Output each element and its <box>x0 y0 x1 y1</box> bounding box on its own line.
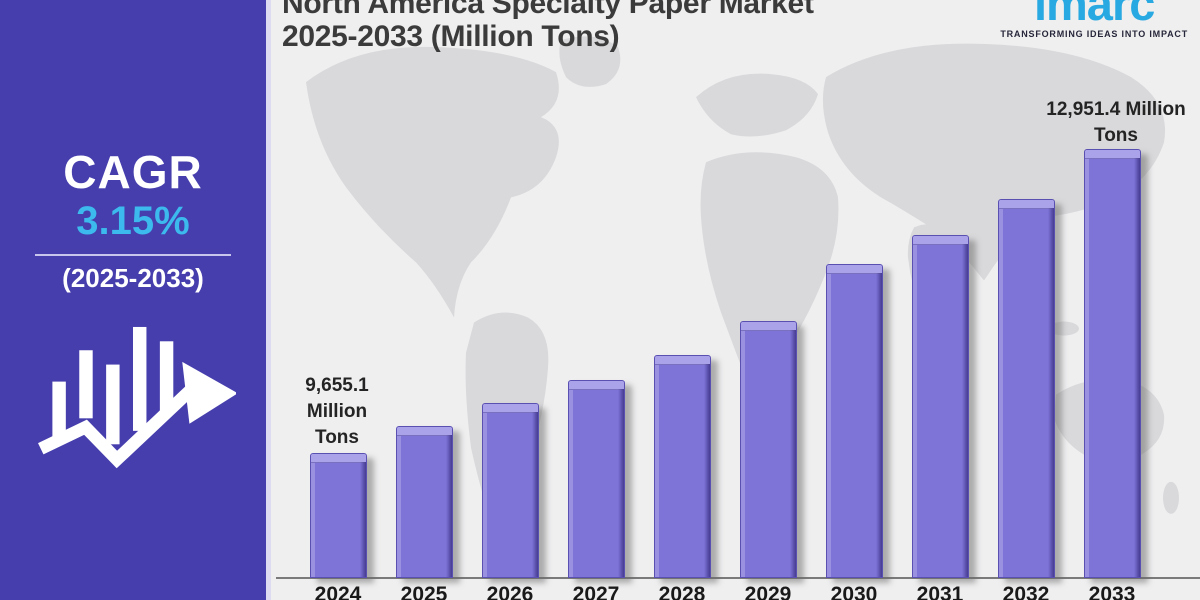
imarc-logo-text: imarc <box>1033 0 1155 30</box>
x-tick-2031: 2031 <box>916 583 964 600</box>
bar-2028 <box>653 354 711 578</box>
chart-area: North America Specialty Paper Market 2025… <box>266 0 1200 600</box>
bar-2031 <box>911 234 969 578</box>
plot-area: 9,655.1 Million Tons 12,951.4 Million To… <box>266 0 1200 600</box>
x-tick-2028: 2028 <box>658 583 706 600</box>
chart-title: North America Specialty Paper Market 2025… <box>282 0 1002 53</box>
bar-2030 <box>825 264 883 578</box>
cagr-value: 3.15% <box>76 199 190 244</box>
imarc-logo: imarc TRANSFORMING IDEAS INTO IMPACT <box>1000 0 1188 39</box>
bar-2024 <box>309 453 367 578</box>
x-tick-2029: 2029 <box>744 583 792 600</box>
x-tick-2033: 2033 <box>1088 583 1136 600</box>
x-tick-2030: 2030 <box>830 583 878 600</box>
chart-title-line2: 2025-2033 (Million Tons) <box>282 20 620 53</box>
x-tick-2032: 2032 <box>1002 583 1050 600</box>
imarc-logo-tagline: TRANSFORMING IDEAS INTO IMPACT <box>1000 29 1188 39</box>
panel-divider <box>266 0 271 600</box>
growth-chart-icon <box>38 326 236 468</box>
bar-2033 <box>1083 149 1141 578</box>
bar-2027 <box>567 379 625 578</box>
x-tick-2027: 2027 <box>572 583 620 600</box>
cagr-label: CAGR <box>63 146 203 198</box>
chart-title-line1: North America Specialty Paper Market <box>282 0 814 20</box>
cagr-divider <box>35 254 231 257</box>
x-tick-2026: 2026 <box>486 583 534 600</box>
x-tick-2025: 2025 <box>400 583 448 600</box>
cagr-period: (2025-2033) <box>62 263 204 294</box>
bar-2026 <box>481 403 539 578</box>
value-label-2024: 9,655.1 Million Tons <box>305 375 369 449</box>
x-tick-2024: 2024 <box>314 583 362 600</box>
value-label-2033: 12,951.4 Million Tons <box>1046 99 1186 147</box>
bar-2029 <box>739 321 797 578</box>
x-axis-line <box>276 577 1200 579</box>
bar-2032 <box>997 199 1055 578</box>
cagr-panel: CAGR 3.15% (2025-2033) <box>0 0 266 600</box>
bar-2025 <box>395 425 453 578</box>
